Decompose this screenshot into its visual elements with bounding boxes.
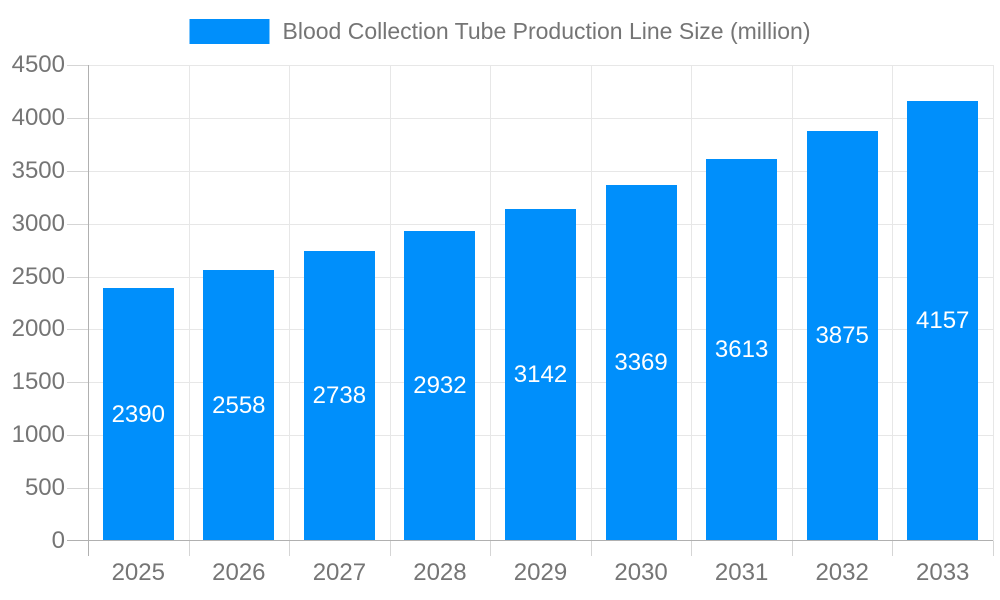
x-gridline [389,65,391,541]
x-gridline [993,65,994,541]
y-tick [67,224,88,225]
x-axis-label: 2027 [312,559,367,586]
x-gridline [892,65,894,541]
bar: 3142 [505,208,576,541]
bar: 2932 [404,230,476,541]
y-axis-label: 3500 [11,157,65,184]
bar-value-label: 2738 [312,382,367,410]
bar-value-label: 4157 [916,307,970,335]
bar-value-label: 3142 [513,360,568,388]
bar: 3875 [806,131,878,541]
legend-swatch [189,19,270,44]
x-tick [289,541,291,556]
y-gridline [88,118,993,119]
bar-value-label: 3369 [614,348,668,376]
bar-value-label: 2558 [212,391,266,419]
x-axis-label: 2031 [714,559,769,586]
y-tick [67,435,88,436]
y-gridline [88,65,993,66]
y-axis-label: 1500 [11,368,65,395]
x-tick [691,541,693,556]
bar: 2390 [102,288,174,541]
y-axis-label: 2500 [11,263,65,290]
y-tick [67,488,88,489]
y-tick [67,277,88,278]
bar-value-label: 2390 [111,400,165,428]
y-tick [67,171,88,172]
y-axis-label: 4500 [11,51,65,78]
x-axis-label: 2028 [413,559,467,586]
y-axis-label: 4000 [11,104,65,131]
bar-value-label: 3613 [714,335,769,363]
x-axis-label: 2025 [111,559,165,586]
legend: Blood Collection Tube Production Line Si… [189,18,811,45]
x-tick [993,541,994,556]
x-tick [490,541,492,556]
bar: 3613 [706,158,778,541]
x-axis-label: 2029 [513,559,568,586]
y-axis-line [88,65,89,556]
chart-title: Blood Collection Tube Production Line Si… [282,18,811,44]
x-tick [892,541,894,556]
bar: 3369 [605,184,677,541]
x-axis-label: 2030 [614,559,668,586]
x-gridline [188,65,190,541]
bar-value-label: 2932 [413,371,467,399]
y-axis-label: 1000 [11,421,65,448]
bar-value-label: 3875 [815,322,869,350]
y-tick [67,382,88,383]
y-tick [67,65,88,66]
x-axis-label: 2032 [815,559,869,586]
y-axis-label: 500 [24,474,65,501]
zero-line [67,540,993,541]
x-tick [188,541,190,556]
x-axis-label: 2026 [212,559,266,586]
x-gridline [691,65,693,541]
x-tick [389,541,391,556]
x-gridline [490,65,492,541]
y-axis-label: 0 [51,527,65,554]
y-tick [67,329,88,330]
bar: 2558 [203,270,275,541]
x-gridline [289,65,291,541]
x-tick [590,541,592,556]
y-gridline [88,171,993,172]
x-tick [791,541,793,556]
x-axis-label: 2033 [916,559,970,586]
x-gridline [791,65,793,541]
y-axis-label: 3000 [11,210,65,237]
bar: 4157 [907,101,979,541]
y-axis-label: 2000 [11,315,65,342]
bar: 2738 [303,251,375,541]
y-tick [67,118,88,119]
x-gridline [590,65,592,541]
